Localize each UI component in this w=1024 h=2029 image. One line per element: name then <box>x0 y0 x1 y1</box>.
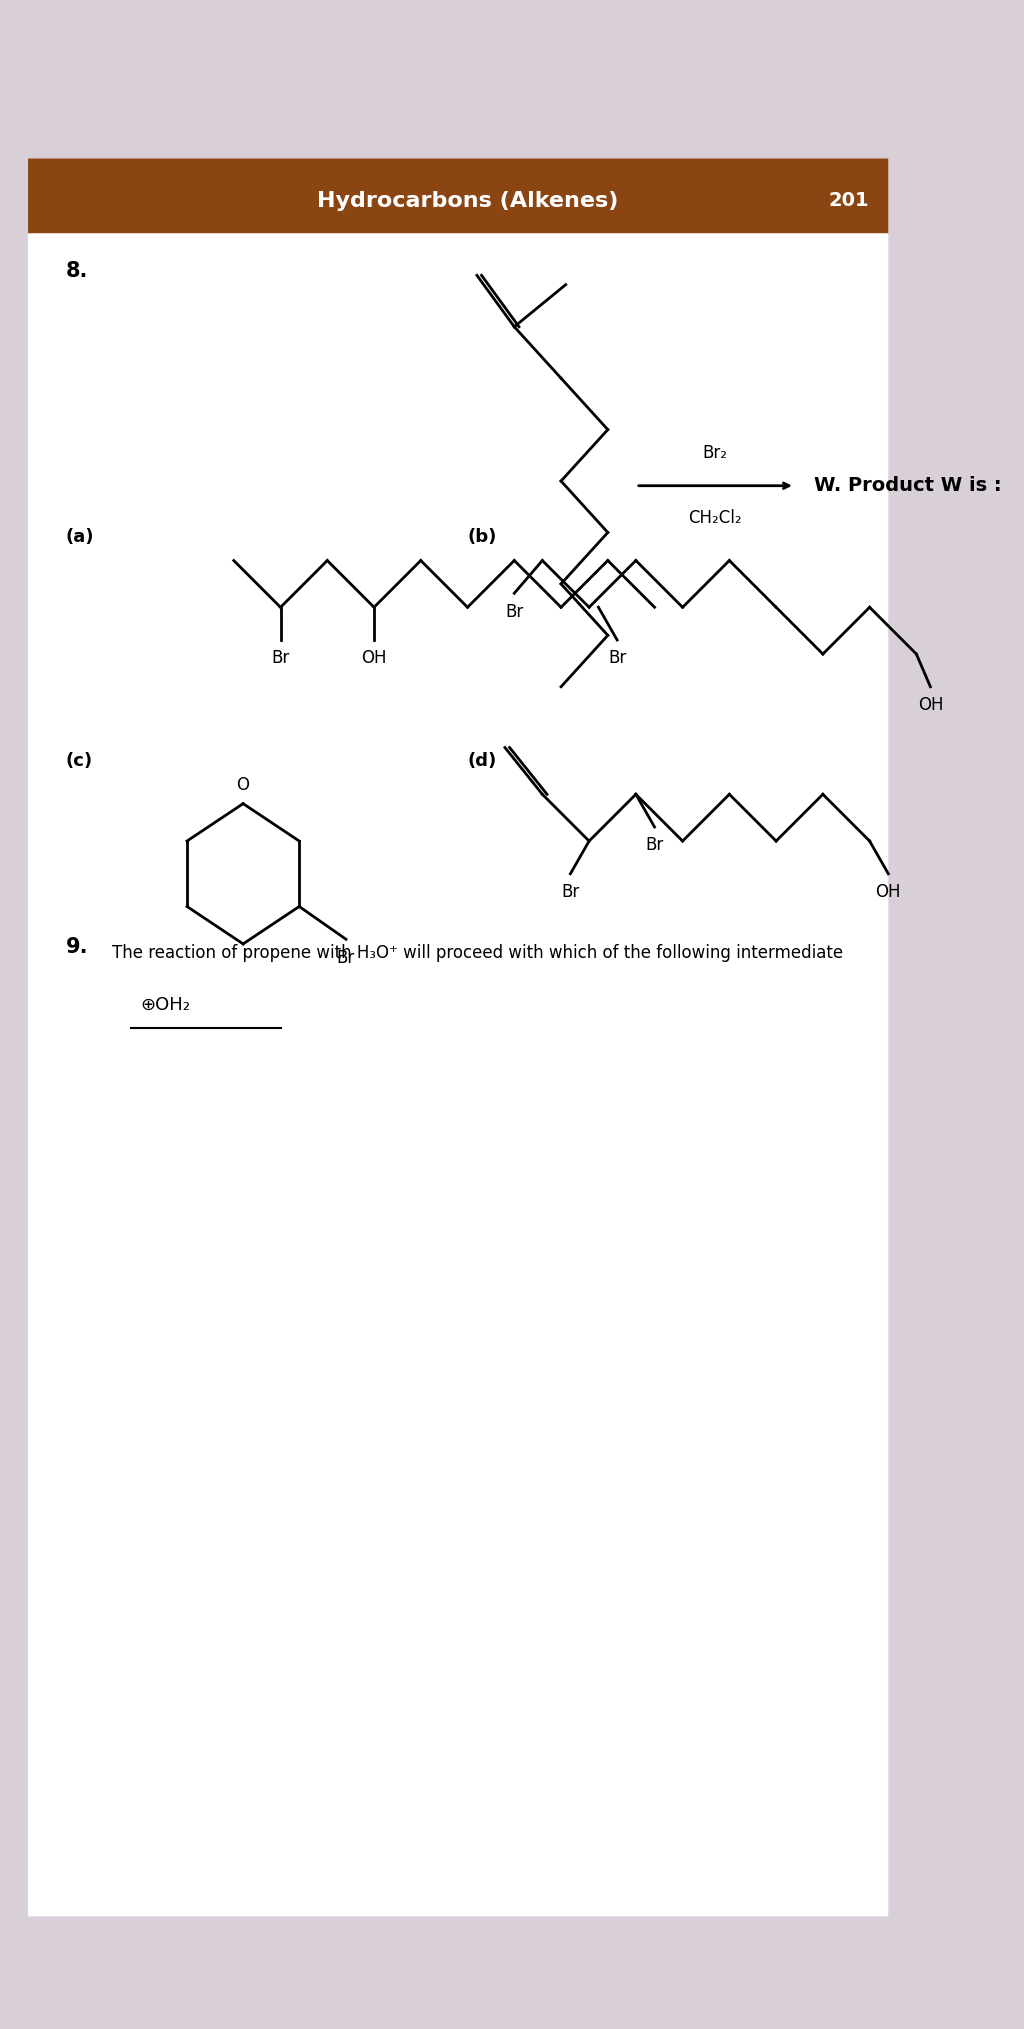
Text: 8.: 8. <box>66 260 88 280</box>
Text: The reaction of propene with H₃O⁺ will proceed with which of the following inter: The reaction of propene with H₃O⁺ will p… <box>113 943 844 962</box>
Text: Br: Br <box>608 649 627 668</box>
Text: Hydrocarbons (Alkenes): Hydrocarbons (Alkenes) <box>316 191 618 211</box>
Text: (d): (d) <box>468 753 497 771</box>
Text: Br₂: Br₂ <box>702 444 728 463</box>
FancyBboxPatch shape <box>28 158 888 1915</box>
Text: Br: Br <box>271 649 290 668</box>
Text: Br: Br <box>505 603 523 621</box>
Text: O: O <box>237 777 250 793</box>
Text: W. Product W is :: W. Product W is : <box>813 477 1001 495</box>
Text: (b): (b) <box>468 528 497 546</box>
Text: OH: OH <box>918 696 943 714</box>
Text: CH₂Cl₂: CH₂Cl₂ <box>688 509 742 528</box>
Text: (c): (c) <box>66 753 92 771</box>
Text: (a): (a) <box>66 528 94 546</box>
Text: 201: 201 <box>829 191 869 211</box>
Text: Br: Br <box>645 836 664 854</box>
Text: Br: Br <box>561 883 580 901</box>
Text: OH: OH <box>361 649 387 668</box>
Text: ⊕OH₂: ⊕OH₂ <box>140 996 190 1012</box>
Text: Br: Br <box>337 950 355 966</box>
FancyBboxPatch shape <box>28 158 888 233</box>
Text: OH: OH <box>876 883 901 901</box>
Text: 9.: 9. <box>66 937 88 958</box>
